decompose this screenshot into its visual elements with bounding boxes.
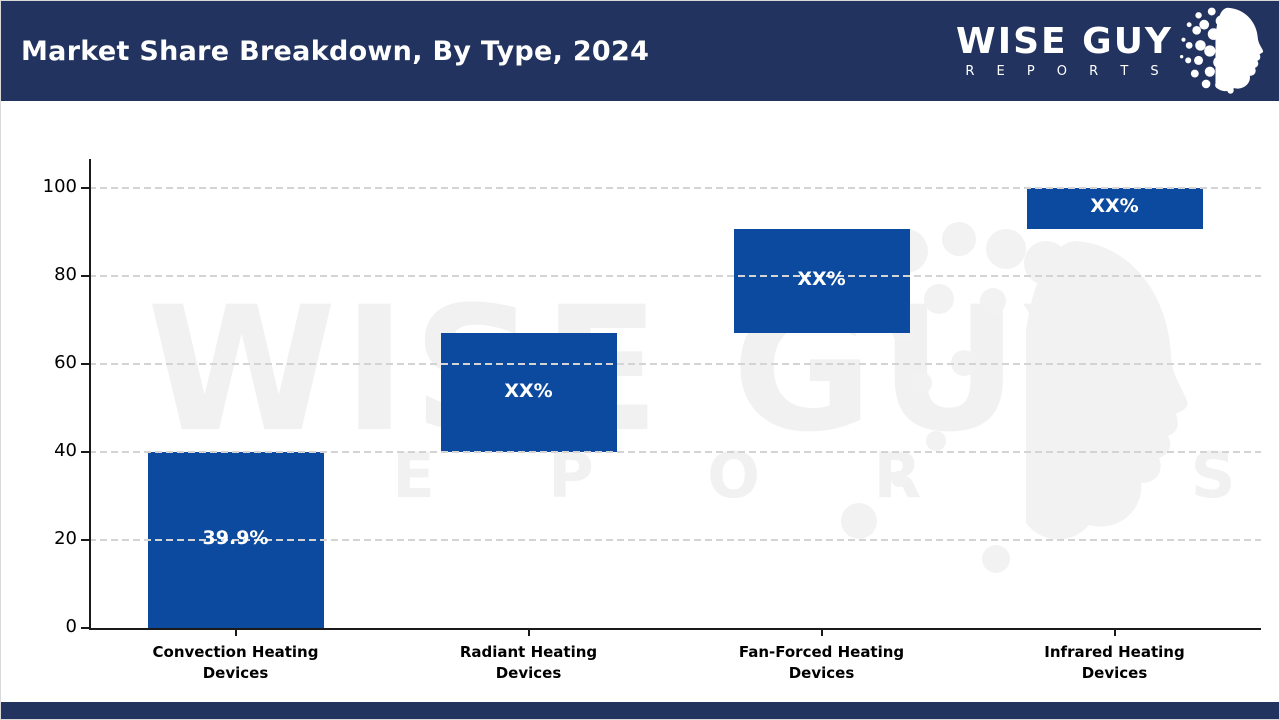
gridline xyxy=(89,275,1261,277)
category-label: Convection Heating Devices xyxy=(96,642,376,684)
header-band: Market Share Breakdown, By Type, 2024 WI… xyxy=(1,1,1279,101)
y-tick-label: 80 xyxy=(54,264,77,285)
y-tick-mark xyxy=(81,627,89,629)
category-label: Radiant Heating Devices xyxy=(389,642,669,684)
category-label-line1: Convection Heating xyxy=(152,643,319,661)
category-label-line1: Radiant Heating xyxy=(459,643,598,661)
y-tick-mark xyxy=(81,275,89,277)
market-share-chart: 0 20 40 60 80 100 39.9% Convection Heating Devic… xyxy=(1,101,1279,704)
footer-band xyxy=(1,702,1279,719)
bar-value-label: XX% xyxy=(797,267,846,290)
x-tick-mark xyxy=(527,628,530,636)
logo-text: WISE GUY R E P O R T S xyxy=(955,20,1173,79)
category-label-line2: Devices xyxy=(495,664,562,682)
bar-value-label: XX% xyxy=(1090,195,1139,218)
y-axis-line xyxy=(89,159,91,630)
y-tick-mark xyxy=(81,539,89,541)
x-tick-mark xyxy=(234,628,237,636)
category-label-line2: Devices xyxy=(202,664,269,682)
gridline xyxy=(89,451,1261,453)
dotted-head-logo-icon xyxy=(1179,7,1264,94)
wise-guy-reports-logo: WISE GUY R E P O R T S xyxy=(956,4,1271,98)
category-label: Fan-Forced Heating Devices xyxy=(682,642,962,684)
y-tick-mark xyxy=(81,187,89,189)
gridline xyxy=(89,539,1261,541)
bar-segment xyxy=(1026,188,1203,229)
logo-subtitle: R E P O R T S xyxy=(965,63,1168,79)
gridline xyxy=(89,187,1261,189)
x-tick-mark xyxy=(1113,628,1116,636)
x-tick-mark xyxy=(820,628,823,636)
logo-wordmark: WISE GUY xyxy=(955,20,1173,62)
y-tick-label: 40 xyxy=(54,440,77,461)
bar-value-label: XX% xyxy=(504,379,553,402)
gridline xyxy=(89,363,1261,365)
y-tick-mark xyxy=(81,451,89,453)
y-tick-label: 100 xyxy=(42,176,77,197)
category-label-line1: Fan-Forced Heating xyxy=(738,643,905,661)
y-tick-label: 20 xyxy=(54,528,77,549)
y-tick-label: 0 xyxy=(65,616,77,637)
y-tick-label: 60 xyxy=(54,352,77,373)
category-label-line2: Devices xyxy=(788,664,855,682)
bar-segment xyxy=(733,228,910,333)
x-axis-line xyxy=(89,628,1261,630)
category-label-line2: Devices xyxy=(1081,664,1148,682)
bar-value-label: 39.9% xyxy=(202,527,269,550)
bar-segment xyxy=(440,332,617,453)
category-label: Infrared Heating Devices xyxy=(975,642,1255,684)
y-tick-mark xyxy=(81,363,89,365)
page-title: Market Share Breakdown, By Type, 2024 xyxy=(21,35,650,67)
category-label-line1: Infrared Heating xyxy=(1044,643,1185,661)
